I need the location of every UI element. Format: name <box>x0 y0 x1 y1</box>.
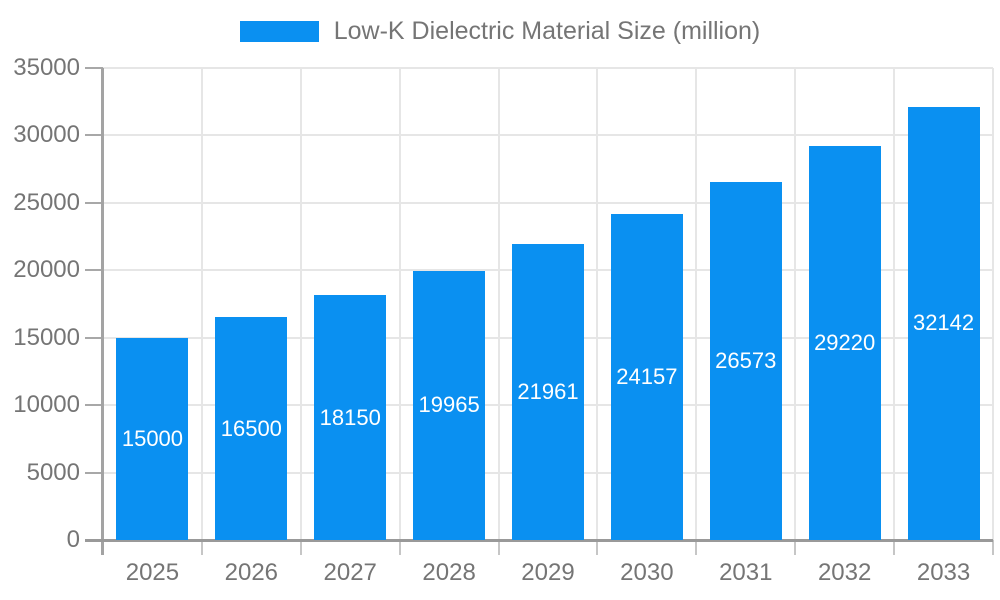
v-gridline <box>893 68 896 540</box>
h-gridline <box>103 67 993 69</box>
v-gridline <box>695 68 698 540</box>
v-gridline <box>596 68 599 540</box>
bar-value-label: 16500 <box>220 415 282 441</box>
x-axis-tick-label: 2033 <box>916 559 971 586</box>
y-axis-tick <box>85 471 103 474</box>
y-axis-tick-label: 10000 <box>13 391 80 419</box>
x-axis-tick-label: 2032 <box>817 559 872 586</box>
x-axis-tick-label: 2026 <box>224 559 279 586</box>
bar-2025[interactable]: 15000 <box>116 337 189 540</box>
bar-value-label: 19965 <box>418 392 480 418</box>
legend-label: Low-K Dielectric Material Size (million) <box>333 16 761 45</box>
y-axis-line <box>101 68 104 555</box>
y-axis-tick-label: 20000 <box>13 256 80 284</box>
y-axis-tick <box>85 404 103 407</box>
legend-color-swatch <box>239 20 319 42</box>
x-axis-tick-label: 2030 <box>620 559 674 586</box>
y-axis-tick-label: 0 <box>66 526 80 553</box>
x-axis-tick <box>893 540 896 555</box>
bar-value-label: 15000 <box>121 425 184 451</box>
x-axis-tick-label: 2028 <box>422 559 476 586</box>
bar-2026[interactable]: 16500 <box>215 317 288 540</box>
y-axis-tick-label: 30000 <box>13 121 80 149</box>
y-axis-tick-label: 15000 <box>13 323 80 351</box>
bar-2029[interactable]: 21961 <box>512 243 584 540</box>
bar-value-label: 26573 <box>715 347 777 373</box>
bar-2033[interactable]: 32142 <box>907 106 980 540</box>
y-axis-tick-label: 5000 <box>26 458 80 486</box>
bar-2028[interactable]: 19965 <box>413 270 486 540</box>
v-gridline <box>398 68 401 540</box>
bar-2030[interactable]: 24157 <box>610 214 683 540</box>
bar-2032[interactable]: 29220 <box>808 145 881 540</box>
bar-value-label: 32142 <box>912 310 975 336</box>
v-gridline <box>497 68 500 540</box>
h-gridline <box>103 134 993 137</box>
v-gridline <box>992 68 994 540</box>
v-gridline <box>200 68 203 540</box>
x-axis-tick <box>596 540 599 555</box>
y-axis-tick <box>85 269 103 272</box>
bar-2027[interactable]: 18150 <box>314 295 387 540</box>
x-axis-tick <box>695 540 698 555</box>
x-axis-tick <box>794 540 797 555</box>
x-axis-tick-label: 2029 <box>521 559 575 586</box>
y-axis-tick <box>85 336 103 339</box>
y-axis-tick-label: 35000 <box>13 54 80 81</box>
bar-value-label: 18150 <box>319 404 381 430</box>
legend-row: Low-K Dielectric Material Size (million) <box>0 14 1000 48</box>
x-axis-tick <box>497 540 500 555</box>
bar-value-label: 29220 <box>814 329 876 355</box>
v-gridline <box>794 68 797 540</box>
h-gridline <box>103 201 993 204</box>
bar-value-label: 24157 <box>616 364 678 390</box>
x-axis-line <box>85 539 993 542</box>
x-axis-tick-label: 2031 <box>719 559 773 586</box>
bar-2031[interactable]: 26573 <box>709 181 782 540</box>
legend-item[interactable]: Low-K Dielectric Material Size (million) <box>239 16 761 46</box>
y-axis-tick <box>85 201 103 204</box>
y-axis-tick <box>85 134 103 137</box>
x-axis-tick-label: 2025 <box>125 559 180 586</box>
y-axis-tick-label: 25000 <box>13 188 80 216</box>
x-axis-tick-label: 2027 <box>323 559 377 586</box>
v-gridline <box>299 68 302 540</box>
x-axis-tick <box>992 540 994 555</box>
x-axis-tick <box>398 540 401 555</box>
y-axis-tick <box>85 67 103 69</box>
bar-value-label: 21961 <box>517 378 579 404</box>
x-axis-tick <box>299 540 302 555</box>
x-axis-tick <box>200 540 203 555</box>
